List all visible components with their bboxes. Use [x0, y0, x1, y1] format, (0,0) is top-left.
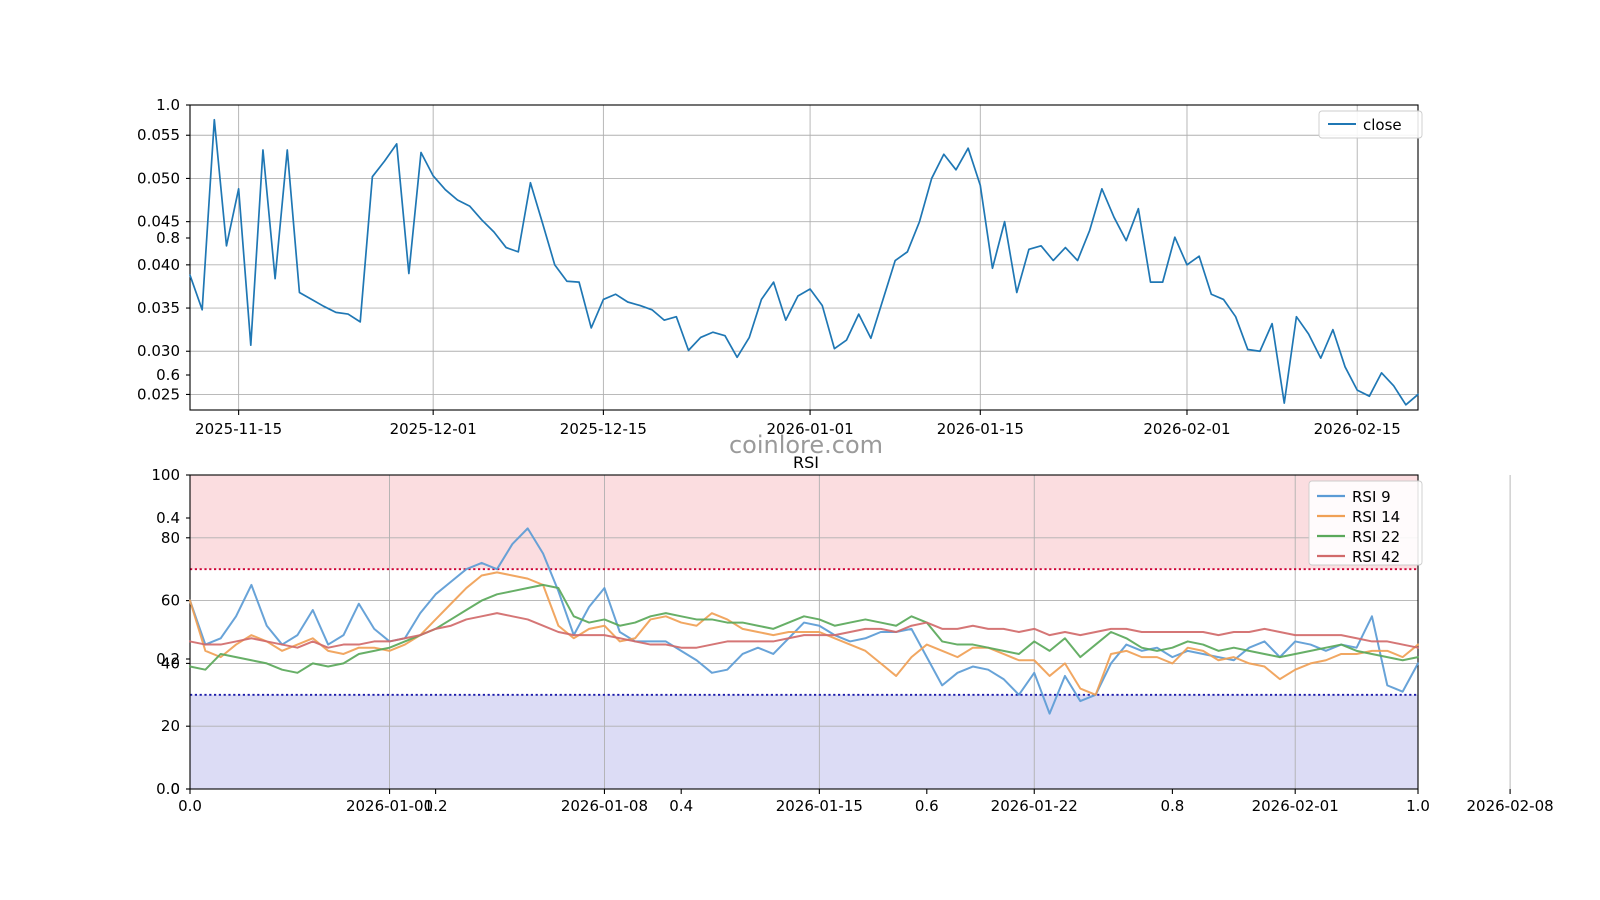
- rsi-legend-label: RSI 14: [1352, 508, 1400, 526]
- price-x-tick-label: 2026-02-15: [1314, 420, 1401, 438]
- price-x-tick-label: 2025-12-01: [390, 420, 477, 438]
- rsi-panel-title: RSI: [793, 453, 819, 472]
- price-x-tick-label: 2025-12-15: [560, 420, 647, 438]
- rsi-x-overlay-tick-label: 0.0: [178, 797, 202, 815]
- price-legend-label: close: [1363, 116, 1402, 134]
- rsi-y-overlay-tick-label: 0.4: [156, 509, 180, 527]
- price-series-close: [189, 118, 1419, 406]
- rsi-series-rsi-14: [189, 571, 1419, 696]
- price-y-tick-label: 0.035: [137, 299, 180, 317]
- price-y-tick-label: 0.050: [137, 169, 180, 187]
- rsi-legend-label: RSI 9: [1352, 488, 1391, 506]
- price-x-tick-label: 2026-01-15: [937, 420, 1024, 438]
- rsi-y-tick-label: 100: [151, 466, 180, 484]
- rsi-x-tick-label: 2026-01-22: [991, 797, 1078, 815]
- rsi-y-overlay-tick-label: 0.2: [156, 650, 180, 668]
- rsi-y-tick-label: 20: [161, 717, 180, 735]
- price-x-tick-label: 2026-01-01: [766, 420, 853, 438]
- price-y-tick-label: 0.040: [137, 256, 180, 274]
- rsi-x-tick-label: 2026-01-15: [776, 797, 863, 815]
- price-legend[interactable]: close: [1318, 110, 1423, 139]
- rsi-x-overlay-tick-label: 0.6: [915, 797, 939, 815]
- rsi-x-tick-label: 2026-01-08: [561, 797, 648, 815]
- rsi-legend-box: [1308, 480, 1423, 566]
- price-y-tick-label: 0.055: [137, 126, 180, 144]
- price-x-tick-label: 2026-02-01: [1143, 420, 1230, 438]
- rsi-y-overlay-tick-label: 0.0: [156, 780, 180, 798]
- rsi-x-overlay-tick-label: 0.4: [669, 797, 693, 815]
- rsi-panel: 0 20 40 60 80 100 0.4 0.2 0.0 2026-01-01 2026-01-0…: [151, 466, 1554, 815]
- rsi-legend[interactable]: RSI 9 RSI 14 RSI 22 RSI 42: [1308, 480, 1423, 566]
- rsi-x-tick-label: 2026-01-01: [346, 797, 433, 815]
- rsi-series-rsi-42: [189, 612, 1419, 649]
- rsi-x-tick-label: 2026-02-01: [1252, 797, 1339, 815]
- rsi-y-tick-label: 60: [161, 592, 180, 610]
- price-panel: 0.025 0.030 0.035 0.040 0.045 0.050 0.055 1.0 0.…: [137, 96, 1423, 438]
- rsi-plot-frame: [189, 474, 1419, 790]
- price-y-tick-label: 0.045: [137, 213, 180, 231]
- price-y-tick-label: 0.030: [137, 342, 180, 360]
- rsi-x-overlay-tick-label: 0.8: [1160, 797, 1184, 815]
- price-legend-box: [1318, 110, 1423, 139]
- rsi-legend-label: RSI 22: [1352, 528, 1400, 546]
- rsi-x-overlay-tick-label: 1.0: [1406, 797, 1430, 815]
- rsi-y-tick-label: 80: [161, 529, 180, 547]
- rsi-series-rsi-22: [189, 583, 1419, 674]
- overbought-band: [190, 475, 1418, 570]
- rsi-legend-label: RSI 42: [1352, 548, 1400, 566]
- rsi-y-tick-label: 40: [161, 654, 180, 672]
- price-y-overlay-tick-label: 1.0: [156, 96, 180, 114]
- rsi-x-tick-label: 2026-02-08: [1467, 797, 1554, 815]
- price-y-overlay-tick-label: 0.6: [156, 366, 180, 384]
- rsi-x-overlay-tick-label: 0.2: [424, 797, 448, 815]
- rsi-y-tick-label: 0: [170, 780, 180, 798]
- watermark-text: coinlore.com: [729, 431, 883, 459]
- oversold-band: [190, 694, 1418, 789]
- price-x-tick-label: 2025-11-15: [195, 420, 282, 438]
- price-y-overlay-tick-label: 0.8: [156, 229, 180, 247]
- price-plot-frame: [189, 104, 1419, 411]
- price-y-tick-label: 0.025: [137, 385, 180, 403]
